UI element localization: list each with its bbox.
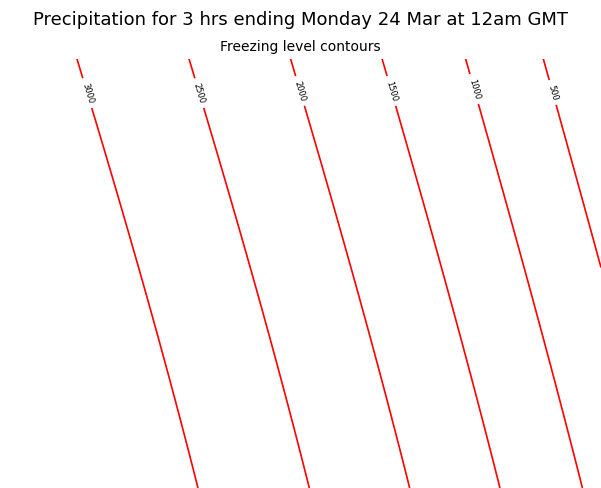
Text: Precipitation for 3 hrs ending Monday 24 Mar at 12am GMT: Precipitation for 3 hrs ending Monday 24… bbox=[33, 12, 568, 29]
Text: 1000: 1000 bbox=[467, 78, 481, 101]
Text: 3000: 3000 bbox=[80, 81, 94, 104]
Text: 1500: 1500 bbox=[384, 80, 398, 102]
Text: 500: 500 bbox=[546, 83, 559, 101]
Text: 2500: 2500 bbox=[192, 81, 207, 104]
Text: Freezing level contours: Freezing level contours bbox=[220, 40, 381, 54]
Text: 2000: 2000 bbox=[293, 80, 307, 102]
